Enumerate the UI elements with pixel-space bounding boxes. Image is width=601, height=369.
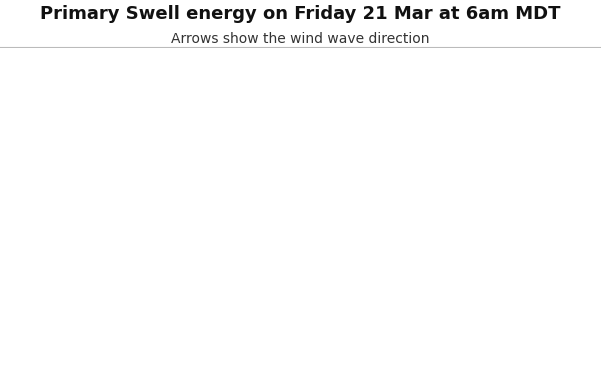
Text: Arrows show the wind wave direction: Arrows show the wind wave direction: [171, 32, 430, 46]
Text: Primary Swell energy on Friday 21 Mar at 6am MDT: Primary Swell energy on Friday 21 Mar at…: [40, 6, 561, 23]
Text: cartopy required: cartopy required: [219, 199, 382, 218]
